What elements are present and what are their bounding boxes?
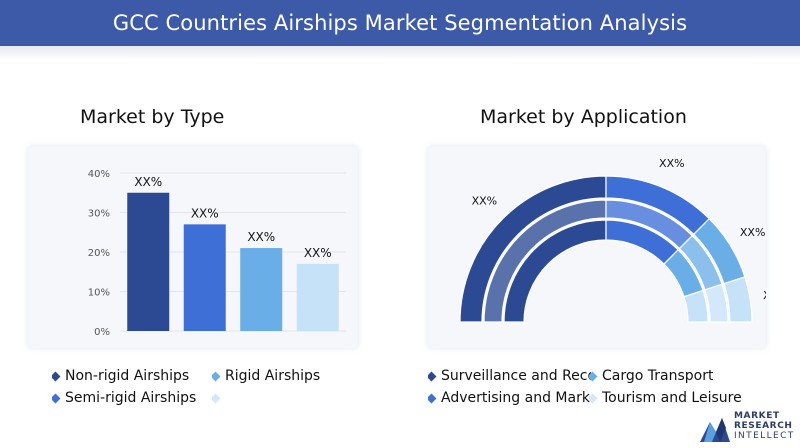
donut-data-label: XX% — [763, 289, 766, 302]
legend-label: Tourism and Leisure — [602, 390, 742, 406]
donut-ring1-slice-1 — [503, 219, 607, 323]
type-legend-item-3: Semi-rigid Airships — [52, 388, 204, 408]
donut-data-label: XX% — [472, 194, 498, 207]
application-section-title: Market by Application — [480, 106, 687, 128]
application-legend-item-1: Surveillance and Reco — [428, 366, 591, 386]
legend-label: Cargo Transport — [602, 368, 714, 384]
donut-ring1-slice-4 — [683, 289, 709, 323]
legend-label: Non-rigid Airships — [65, 368, 190, 384]
legend-diamond-icon — [52, 393, 61, 403]
banner-shadow — [0, 46, 800, 60]
donut-ring3-slice-4 — [723, 276, 753, 323]
bar-4 — [296, 263, 339, 331]
bar-y-tick-label: 30% — [88, 209, 110, 220]
legend-label: Semi-rigid Airships — [65, 390, 197, 406]
legend-label: Surveillance and Reco — [441, 368, 591, 384]
legend-diamond-icon — [212, 393, 221, 403]
application-legend-item-4: Tourism and Leisure — [589, 388, 749, 408]
type-section-title: Market by Type — [80, 106, 225, 128]
bar-y-tick-label: 20% — [88, 248, 110, 259]
type-legend-item-4 — [212, 388, 342, 408]
bar-data-label: XX% — [134, 175, 162, 189]
legend-diamond-icon — [589, 371, 598, 381]
page-title: GCC Countries Airships Market Segmentati… — [112, 11, 688, 35]
logo-text: MARKET RESEARCH INTELLECT — [734, 411, 795, 441]
application-chart-panel: XX% XX% XX% XX% — [428, 146, 789, 348]
legend-diamond-icon — [52, 371, 61, 381]
bar-y-tick-label: 40% — [88, 169, 110, 180]
application-donut-chart: XX% XX% XX% XX% — [459, 157, 789, 323]
bar-data-label: XX% — [304, 246, 332, 260]
donut-ring2-slice-4 — [704, 283, 729, 323]
bar-data-label: XX% — [191, 206, 219, 220]
application-legend-item-3: Advertising and Marke — [428, 388, 591, 408]
type-bar-chart: 0% 10% 20% 30% 40% XX% XX% XX% XX% — [88, 169, 346, 338]
legend-label: Rigid Airships — [225, 368, 321, 384]
type-legend-item-2: Rigid Airships — [212, 366, 342, 386]
market-research-intellect-logo: MARKET RESEARCH INTELLECT — [698, 410, 798, 446]
donut-data-label: XX% — [740, 226, 766, 239]
legend-diamond-icon — [428, 393, 437, 403]
application-legend-item-2: Cargo Transport — [589, 366, 749, 386]
type-legend-item-1: Non-rigid Airships — [52, 366, 204, 386]
bar-y-tick-label: 10% — [88, 288, 110, 299]
type-chart-panel: 0% 10% 20% 30% 40% XX% XX% XX% XX% — [28, 146, 358, 348]
logo-mark-icon — [700, 418, 730, 442]
legend-diamond-icon — [212, 371, 221, 381]
legend-diamond-icon — [589, 393, 598, 403]
legend-diamond-icon — [428, 371, 437, 381]
bar-2 — [183, 224, 226, 331]
legend-label: Advertising and Marke — [441, 390, 591, 406]
donut-data-label: XX% — [659, 157, 685, 170]
bar-y-tick-label: 0% — [94, 327, 110, 338]
bar-3 — [240, 248, 283, 331]
bar-data-label: XX% — [247, 230, 275, 244]
bar-1 — [127, 192, 170, 331]
page-banner: GCC Countries Airships Market Segmentati… — [0, 0, 800, 46]
